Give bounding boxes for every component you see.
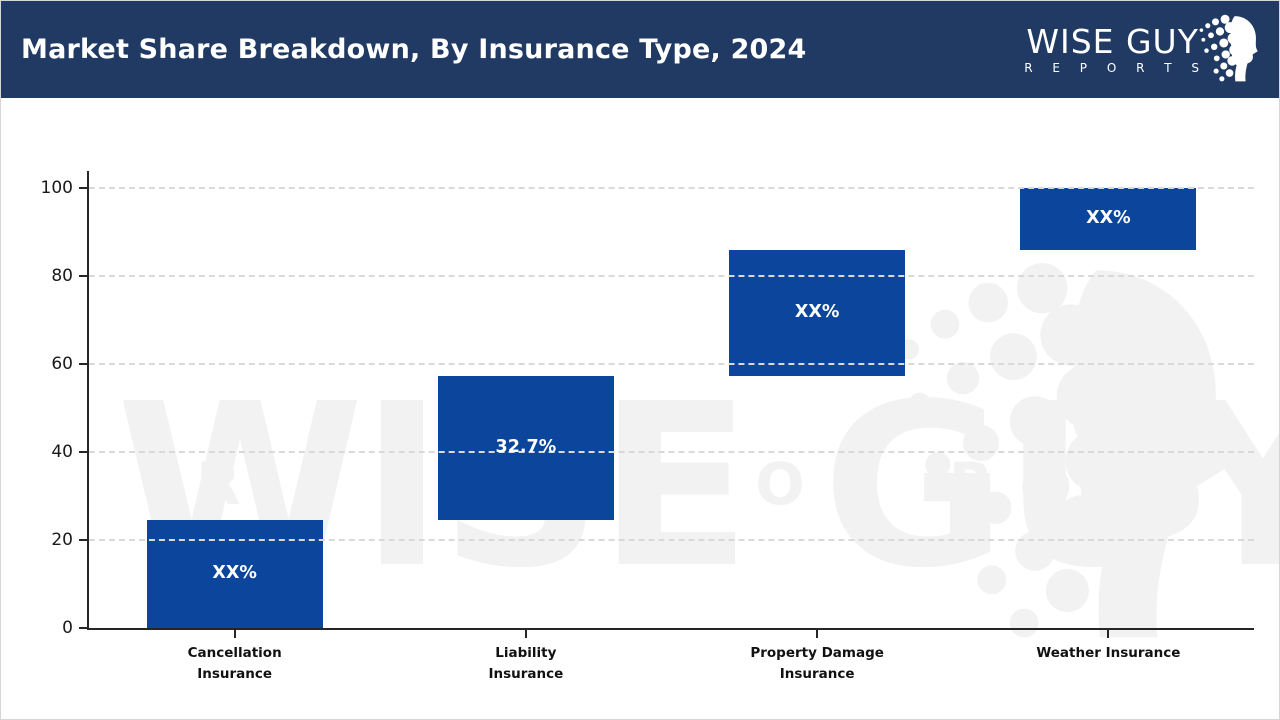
x-tick <box>524 630 527 638</box>
bar-4 <box>1020 188 1197 251</box>
x-category-label: Liability Insurance <box>488 645 564 682</box>
header: Market Share Breakdown, By Insurance Typ… <box>1 1 1279 98</box>
gridline <box>89 539 1254 541</box>
gridline <box>89 275 1254 277</box>
watermark-face-icon <box>873 226 1233 696</box>
y-tick-label: 0 <box>62 618 73 638</box>
bar-2 <box>437 376 614 521</box>
y-tick-label: 100 <box>40 178 73 198</box>
y-tick <box>79 451 87 453</box>
y-tick <box>79 275 87 277</box>
bar-value-label: 32.7% <box>495 437 557 458</box>
gridline <box>89 187 1254 189</box>
y-tick <box>79 627 87 629</box>
x-category-label: Property Damage Insurance <box>750 645 884 682</box>
y-tick-label: 20 <box>51 530 73 550</box>
x-axis-line <box>87 628 1254 630</box>
bar-value-label: XX% <box>212 563 257 584</box>
y-tick <box>79 363 87 365</box>
y-tick-label: 60 <box>51 354 73 374</box>
chart-area: WISE GUY R E P O R T S 020406080100XX%Ca… <box>1 98 1279 717</box>
wiseguy-face-icon <box>1195 14 1259 86</box>
x-tick <box>816 630 819 638</box>
bar-value-label: XX% <box>794 302 840 323</box>
gridline <box>89 451 1254 453</box>
logo-sub-text: R E P O R T S <box>1024 61 1207 75</box>
wiseguy-logo: WISE GUY R E P O R T S <box>1018 14 1259 86</box>
bar-value-label: XX% <box>1086 208 1131 229</box>
bar-3 <box>729 250 906 377</box>
x-category-label: Weather Insurance <box>1036 645 1181 661</box>
y-tick-label: 80 <box>51 266 73 286</box>
y-tick <box>79 187 87 189</box>
x-tick <box>233 630 236 638</box>
x-category-label: Cancellation Insurance <box>187 645 282 682</box>
bar-1 <box>146 520 323 628</box>
page-title: Market Share Breakdown, By Insurance Typ… <box>21 34 807 65</box>
gridline <box>89 363 1254 365</box>
x-tick <box>1107 630 1110 638</box>
y-tick-label: 40 <box>51 442 73 462</box>
logo-name-text: WISE GUY <box>1026 22 1199 61</box>
y-tick <box>79 539 87 541</box>
y-axis-line <box>87 171 89 630</box>
